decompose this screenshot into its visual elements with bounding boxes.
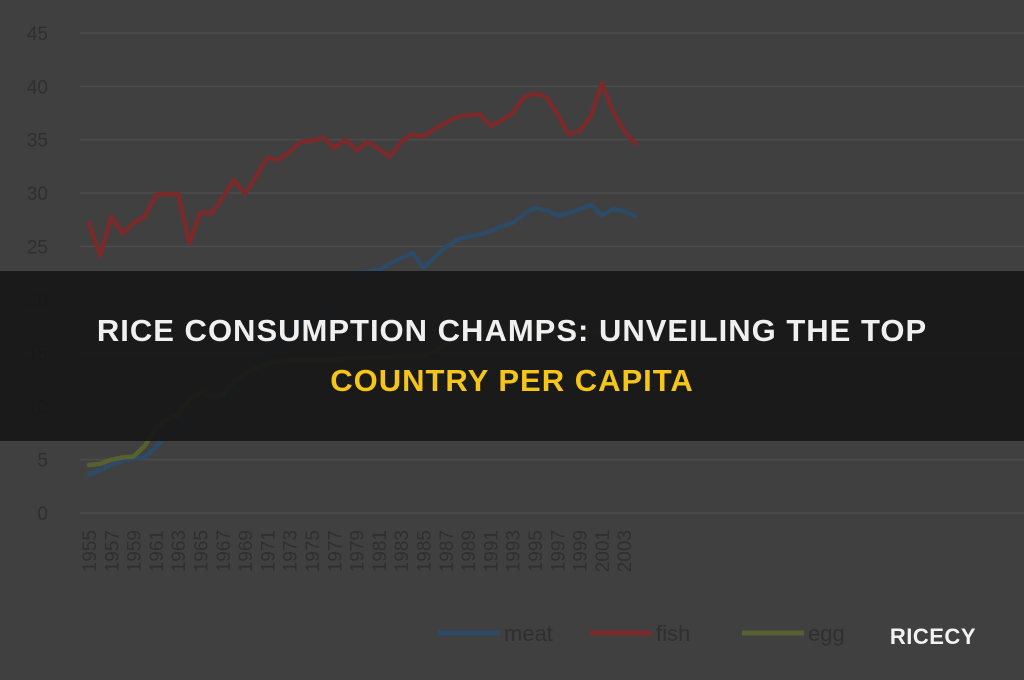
x-tick-label: 1981 — [370, 530, 391, 572]
x-tick-label: 1985 — [415, 530, 436, 572]
x-tick-label: 1987 — [437, 530, 458, 572]
y-tick-label: 45 — [27, 24, 48, 45]
y-tick-label: 0 — [37, 504, 48, 525]
x-tick-label: 1991 — [481, 530, 502, 572]
x-tick-label: 1999 — [571, 530, 592, 572]
legend-label-egg: egg — [808, 621, 845, 646]
x-tick-label: 1967 — [214, 530, 235, 572]
headline-line-2: Country Per Capita — [330, 363, 694, 398]
x-tick-label: 2001 — [593, 530, 614, 572]
x-tick-label: 1979 — [348, 530, 369, 572]
x-tick-label: 1993 — [504, 530, 525, 572]
x-tick-label: 1997 — [548, 530, 569, 572]
x-tick-label: 1961 — [147, 530, 168, 572]
x-tick-label: 1983 — [392, 530, 413, 572]
y-tick-label: 5 — [37, 451, 48, 472]
x-axis-ticks: 1955 1957 1959 1961 1963 1965 1967 1969 1971 1973… — [80, 530, 636, 572]
y-tick-label: 25 — [27, 237, 48, 258]
title-banner: Rice Consumption Champs: Unveiling the T… — [0, 271, 1024, 441]
x-tick-label: 1957 — [102, 530, 123, 572]
x-tick-label: 1975 — [303, 530, 324, 572]
legend-label-fish: fish — [656, 621, 690, 646]
brand-logo[interactable]: RICECY — [889, 624, 976, 649]
y-tick-label: 40 — [27, 77, 48, 98]
x-tick-label: 2003 — [615, 530, 636, 572]
x-tick-label: 1955 — [80, 530, 101, 572]
x-tick-label: 1989 — [459, 530, 480, 572]
legend: meat fish egg — [438, 621, 845, 646]
x-tick-label: 1973 — [281, 530, 302, 572]
x-tick-label: 1971 — [258, 530, 279, 572]
x-tick-label: 1995 — [526, 530, 547, 572]
x-tick-label: 1977 — [325, 530, 346, 572]
x-tick-label: 1963 — [169, 530, 190, 572]
series-line-fish — [86, 80, 638, 259]
legend-label-meat: meat — [504, 621, 553, 646]
x-tick-label: 1959 — [125, 530, 146, 572]
y-tick-label: 30 — [27, 184, 48, 205]
x-tick-label: 1965 — [192, 530, 213, 572]
x-tick-label: 1969 — [236, 530, 257, 572]
y-tick-label: 35 — [27, 131, 48, 152]
headline-line-1: Rice Consumption Champs: Unveiling the T… — [96, 313, 928, 348]
